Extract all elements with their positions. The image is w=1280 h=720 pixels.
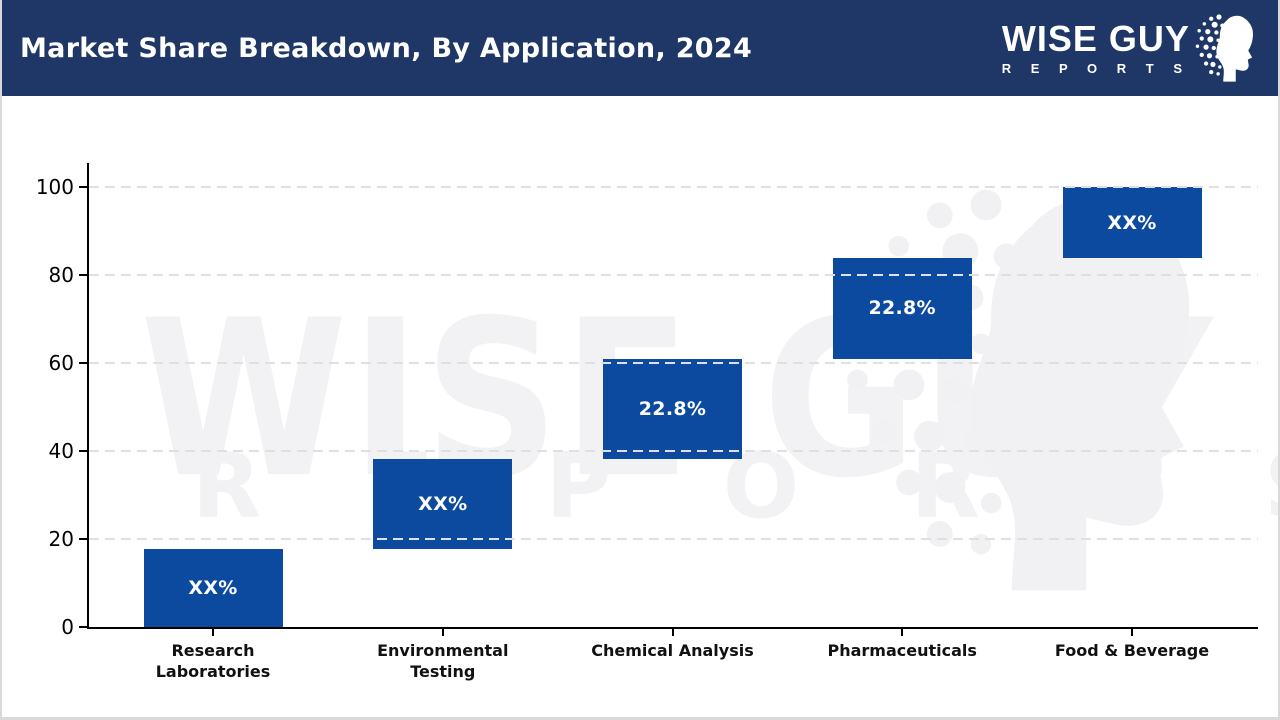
- bar: XX%: [143, 548, 283, 627]
- x-tick-mark: [1131, 629, 1133, 636]
- x-tick-mark: [441, 629, 444, 636]
- header: Market Share Breakdown, By Application, …: [2, 0, 1278, 96]
- category-label: Pharmaceuticals: [787, 640, 1017, 661]
- y-tick-label: 80: [48, 263, 74, 287]
- y-tick-label: 60: [48, 351, 74, 375]
- y-axis-spine: [87, 163, 89, 629]
- x-tick-mark: [671, 629, 674, 636]
- brand-subtitle: R E P O R T S: [1001, 60, 1190, 76]
- bar: XX%: [373, 458, 513, 549]
- category-label-line: Laboratories: [155, 662, 271, 681]
- category-label-line: Pharmaceuticals: [827, 641, 977, 660]
- category-label-line: Environmental: [377, 641, 509, 660]
- bar-value-label: XX%: [1107, 211, 1157, 234]
- bar-value-label: XX%: [188, 576, 238, 599]
- bar-value-label: 22.8%: [868, 297, 936, 320]
- y-tick-label: 20: [48, 527, 74, 551]
- y-tick-mark: [79, 186, 87, 188]
- x-tick-mark: [901, 629, 904, 636]
- gridline: [89, 450, 1258, 452]
- y-tick-label: 40: [48, 439, 74, 463]
- y-tick-mark: [79, 626, 87, 628]
- category-label: Environmental Testing: [328, 640, 558, 682]
- gridline: [89, 186, 1258, 188]
- category-label-line: Chemical Analysis: [591, 641, 754, 660]
- category-label: Research Laboratories: [98, 640, 328, 682]
- page-title: Market Share Breakdown, By Application, …: [20, 32, 753, 64]
- brand-logo: WISE GUY R E P O R T S: [1002, 12, 1256, 84]
- brand-head-icon: [1195, 14, 1254, 82]
- bar: 22.8%: [603, 358, 742, 459]
- category-label-line: Testing: [410, 662, 476, 681]
- category-label: Food & Beverage: [1017, 640, 1247, 661]
- gridline: [89, 274, 1258, 276]
- brand-name: WISE GUY: [1001, 17, 1190, 59]
- gridline: [89, 538, 1258, 540]
- brand-logo-text: WISE GUY R E P O R T S: [1001, 17, 1190, 76]
- bar: XX%: [1062, 187, 1202, 259]
- y-tick-label: 100: [35, 175, 74, 199]
- bar-value-label: 22.8%: [638, 397, 707, 420]
- y-tick-mark: [79, 362, 87, 364]
- y-tick-mark: [79, 274, 87, 276]
- y-tick-label: 0: [61, 615, 74, 639]
- y-tick-mark: [79, 538, 87, 540]
- bar-value-label: XX%: [418, 492, 468, 515]
- category-label: Chemical Analysis: [558, 640, 788, 661]
- y-tick-mark: [79, 450, 87, 452]
- x-tick-mark: [212, 629, 214, 636]
- x-axis-spine: [87, 627, 1258, 629]
- category-label-line: Food & Beverage: [1054, 641, 1210, 660]
- gridline: [89, 362, 1258, 364]
- category-label-line: Research: [171, 641, 255, 660]
